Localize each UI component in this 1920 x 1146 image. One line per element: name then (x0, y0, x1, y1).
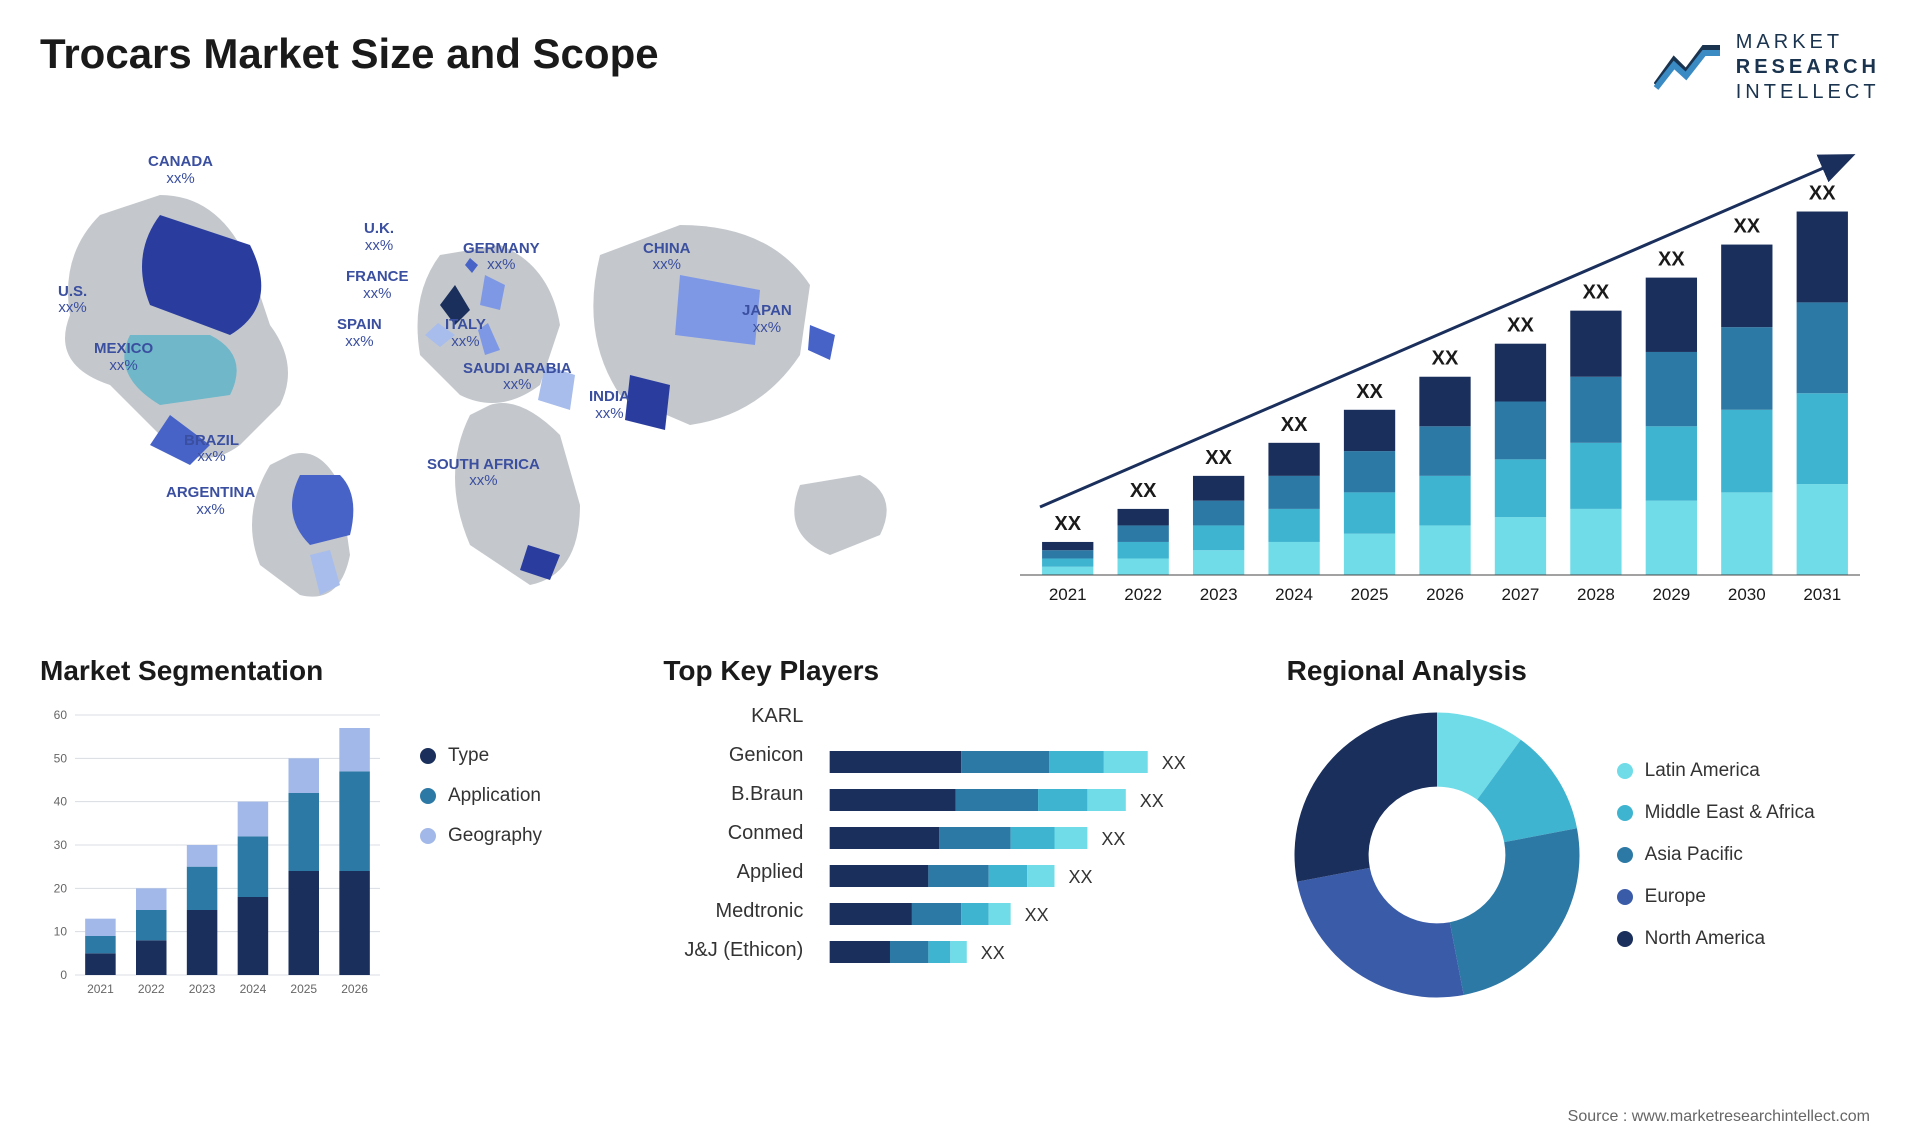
legend-item: Application (420, 785, 542, 807)
svg-text:XX: XX (1432, 348, 1459, 370)
svg-text:XX: XX (1069, 867, 1093, 887)
regional-donut (1287, 705, 1587, 1005)
svg-text:XX: XX (1658, 249, 1685, 271)
players-title: Top Key Players (663, 655, 1256, 687)
svg-text:XX: XX (981, 943, 1005, 963)
svg-text:60: 60 (54, 708, 68, 722)
players-labels: KARL Genicon B.Braun Conmed Applied Medtronic… (663, 705, 803, 1005)
svg-text:XX: XX (1809, 183, 1836, 205)
map-label: JAPANxx% (742, 303, 792, 336)
map-label: SAUDI ARABIAxx% (463, 361, 572, 394)
map-label: MEXICOxx% (94, 341, 153, 374)
map-label: GERMANYxx% (463, 241, 540, 274)
svg-text:XX: XX (1162, 753, 1186, 773)
segmentation-panel: Market Segmentation 0 10 20 30 40 50 60 2021 20… (40, 655, 633, 1005)
page-title: Trocars Market Size and Scope (40, 30, 659, 78)
map-label: ARGENTINAxx% (166, 485, 255, 518)
logo: MARKET RESEARCH INTELLECT (1654, 30, 1880, 105)
svg-text:50: 50 (54, 751, 68, 765)
svg-text:2030: 2030 (1728, 585, 1766, 604)
map-label: U.S.xx% (58, 284, 87, 317)
legend-item: Geography (420, 825, 542, 847)
legend-item: Asia Pacific (1617, 844, 1815, 866)
player-name: B.Braun (663, 783, 803, 806)
svg-text:2026: 2026 (1426, 585, 1464, 604)
svg-text:2021: 2021 (1049, 585, 1087, 604)
growth-chart: 2021 2022 2023 2024 2025 2026 2027 2028 2029 2030… (980, 135, 1880, 615)
svg-text:XX: XX (1102, 829, 1126, 849)
svg-text:40: 40 (54, 795, 68, 809)
svg-text:2031: 2031 (1803, 585, 1841, 604)
svg-text:XX: XX (1733, 216, 1760, 238)
growth-svg: 2021 2022 2023 2024 2025 2026 2027 2028 2029 2030… (980, 135, 1880, 615)
svg-text:2022: 2022 (138, 982, 165, 996)
svg-text:2022: 2022 (1124, 585, 1162, 604)
player-name: Medtronic (663, 900, 803, 923)
map-label: CANADAxx% (148, 154, 213, 187)
map-label: SPAINxx% (337, 317, 382, 350)
svg-text:2024: 2024 (1275, 585, 1313, 604)
svg-text:2025: 2025 (290, 982, 317, 996)
svg-text:XX: XX (1281, 414, 1308, 436)
svg-text:2023: 2023 (189, 982, 216, 996)
player-name: Conmed (663, 822, 803, 845)
player-name: J&J (Ethicon) (663, 939, 803, 962)
segmentation-legend: Type Application Geography (420, 745, 542, 847)
svg-text:2028: 2028 (1577, 585, 1615, 604)
svg-text:XX: XX (1205, 447, 1232, 469)
svg-text:10: 10 (54, 925, 68, 939)
legend-item: Type (420, 745, 542, 767)
svg-text:2025: 2025 (1351, 585, 1389, 604)
players-panel: Top Key Players KARL Genicon B.Braun Conmed… (663, 655, 1256, 1005)
legend-item: North America (1617, 928, 1815, 950)
svg-text:XX: XX (1507, 315, 1534, 337)
regional-title: Regional Analysis (1287, 655, 1880, 687)
svg-text:XX: XX (1356, 381, 1383, 403)
map-label: ITALYxx% (445, 317, 486, 350)
legend-item: Middle East & Africa (1617, 802, 1815, 824)
segmentation-title: Market Segmentation (40, 655, 633, 687)
svg-text:XX: XX (1583, 282, 1610, 304)
svg-text:2027: 2027 (1502, 585, 1540, 604)
map-label: BRAZILxx% (184, 433, 239, 466)
regional-legend: Latin America Middle East & Africa Asia Pa… (1617, 760, 1815, 950)
world-map: CANADAxx% U.S.xx%MEXICOxx% BRAZILxx% ARGENT… (40, 135, 940, 615)
map-label: SOUTH AFRICAxx% (427, 457, 540, 490)
logo-text: MARKET RESEARCH INTELLECT (1736, 30, 1880, 105)
svg-text:2024: 2024 (240, 982, 267, 996)
svg-text:2029: 2029 (1652, 585, 1690, 604)
map-label: FRANCExx% (346, 269, 409, 302)
player-name: Applied (663, 861, 803, 884)
svg-text:XX: XX (1054, 513, 1081, 535)
source-text: Source : www.marketresearchintellect.com (1568, 1108, 1870, 1126)
map-label: INDIAxx% (589, 389, 630, 422)
svg-text:2021: 2021 (87, 982, 114, 996)
regional-panel: Regional Analysis Latin America Middle Ea… (1287, 655, 1880, 1005)
logo-mark-icon (1654, 40, 1724, 95)
svg-text:30: 30 (54, 838, 68, 852)
svg-text:XX: XX (1140, 791, 1164, 811)
legend-item: Europe (1617, 886, 1815, 908)
svg-text:20: 20 (54, 881, 68, 895)
legend-item: Latin America (1617, 760, 1815, 782)
svg-text:2026: 2026 (341, 982, 368, 996)
svg-text:2023: 2023 (1200, 585, 1238, 604)
map-label: CHINAxx% (643, 241, 691, 274)
players-chart: XX XX XX XX XX XX (823, 705, 1256, 1005)
player-name: KARL (663, 705, 803, 728)
svg-text:0: 0 (60, 968, 67, 982)
svg-text:XX: XX (1130, 480, 1157, 502)
player-name: Genicon (663, 744, 803, 767)
map-label: U.K.xx% (364, 221, 394, 254)
segmentation-chart: 0 10 20 30 40 50 60 2021 2022 2023 2024 2025 2026 (40, 705, 390, 1005)
header: Trocars Market Size and Scope MARKET RES… (40, 30, 1880, 105)
svg-text:XX: XX (1025, 905, 1049, 925)
